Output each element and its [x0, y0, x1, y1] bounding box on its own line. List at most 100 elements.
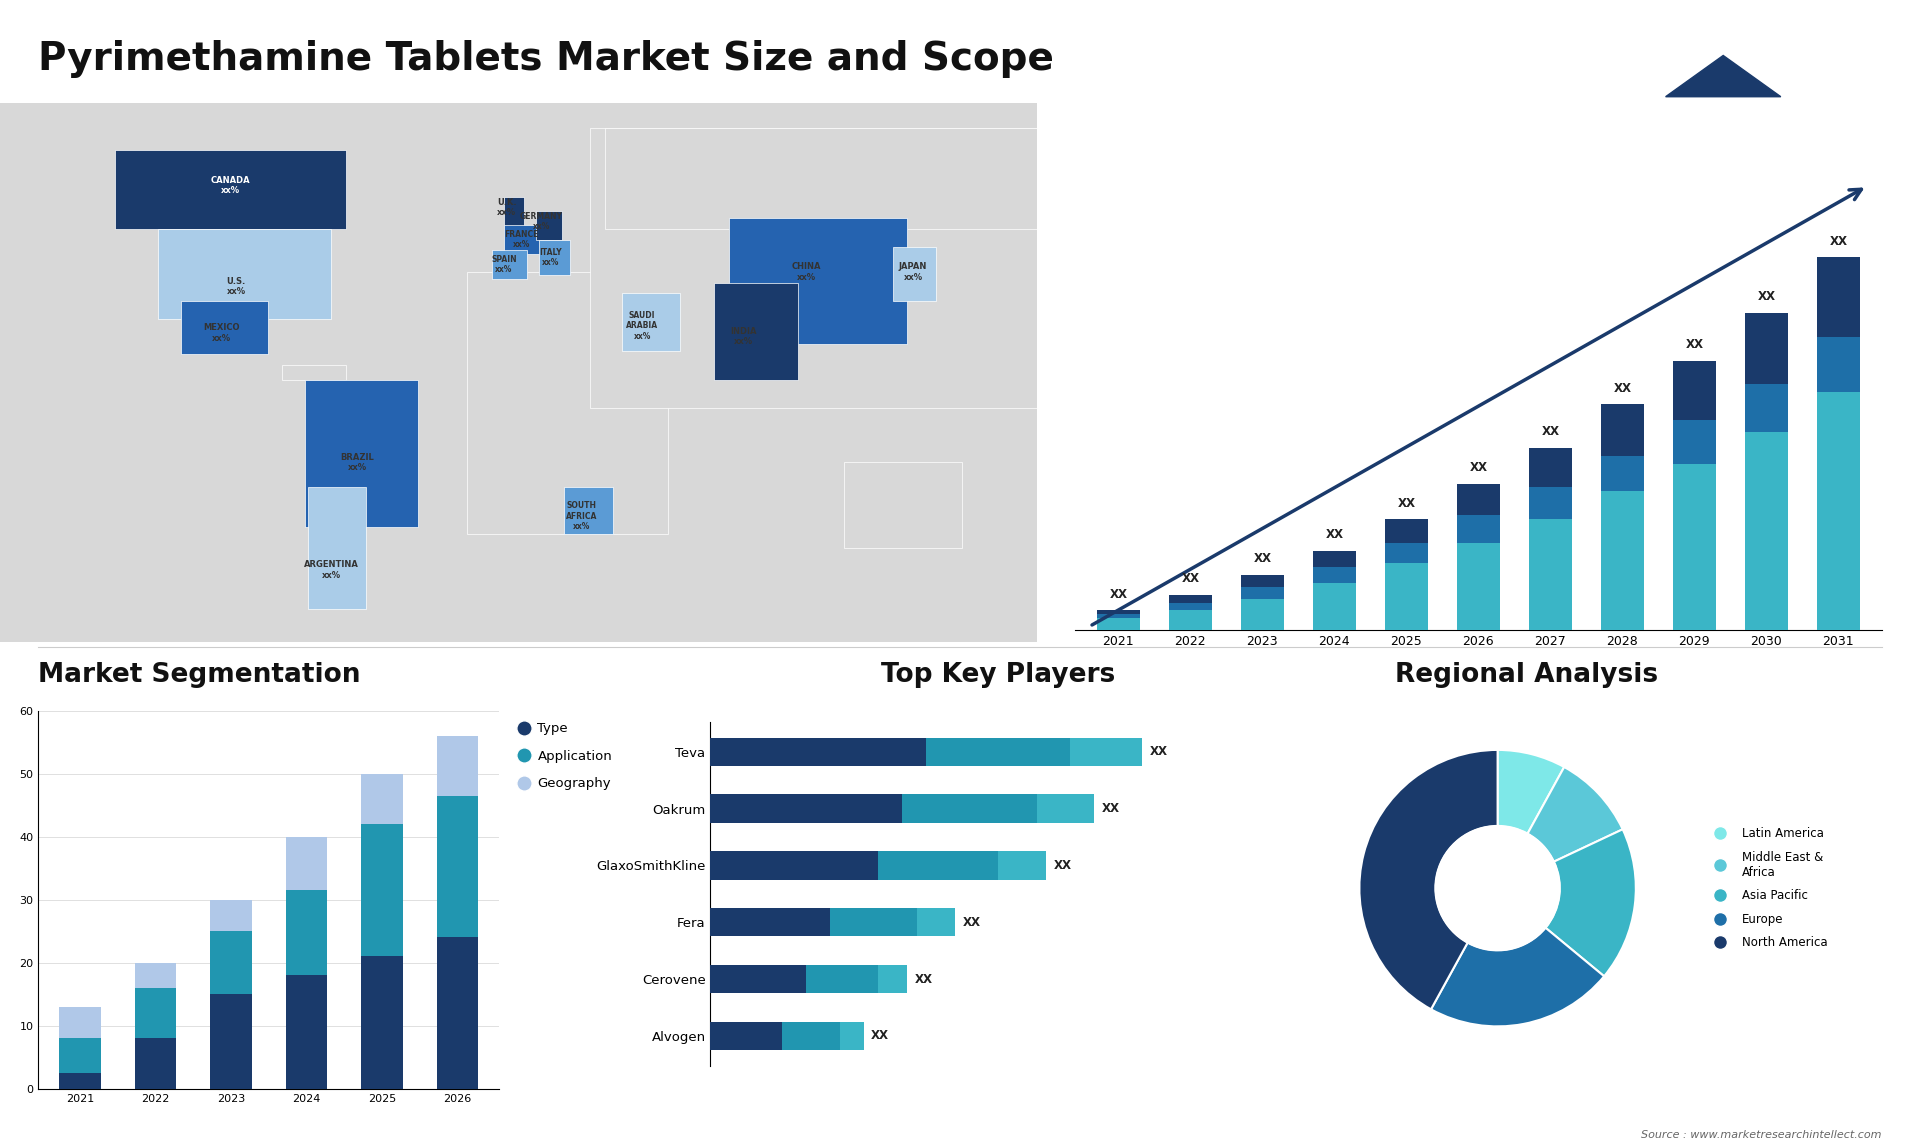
- Bar: [877, 965, 906, 994]
- Text: Market Segmentation: Market Segmentation: [38, 661, 361, 688]
- Bar: [286, 890, 326, 975]
- Bar: [1069, 738, 1142, 766]
- Bar: [211, 900, 252, 931]
- Bar: [877, 851, 998, 880]
- Bar: [436, 937, 478, 1089]
- Bar: [1313, 582, 1356, 630]
- Text: XX: XX: [1102, 802, 1119, 815]
- Bar: [361, 774, 403, 824]
- Bar: [60, 1038, 102, 1073]
- Polygon shape: [282, 366, 346, 379]
- Text: XX: XX: [872, 1029, 889, 1043]
- Bar: [710, 1022, 783, 1050]
- Bar: [1745, 313, 1788, 384]
- Polygon shape: [591, 128, 1037, 408]
- Text: XX: XX: [1325, 528, 1344, 541]
- Bar: [134, 988, 177, 1038]
- Bar: [1384, 543, 1428, 563]
- Bar: [1816, 258, 1860, 337]
- Polygon shape: [305, 379, 419, 527]
- Text: Regional Analysis: Regional Analysis: [1394, 661, 1659, 688]
- Polygon shape: [505, 226, 541, 254]
- Bar: [1096, 611, 1140, 614]
- Bar: [134, 963, 177, 988]
- Bar: [783, 1022, 841, 1050]
- Bar: [436, 795, 478, 937]
- Wedge shape: [1546, 830, 1636, 976]
- Polygon shape: [1665, 55, 1782, 96]
- Bar: [361, 956, 403, 1089]
- Bar: [1313, 567, 1356, 582]
- Text: XX: XX: [914, 973, 933, 986]
- Bar: [925, 738, 1069, 766]
- Text: GERMANY
xx%: GERMANY xx%: [520, 212, 563, 231]
- Text: XX: XX: [1054, 860, 1071, 872]
- Wedge shape: [1528, 767, 1622, 862]
- Bar: [361, 824, 403, 956]
- Polygon shape: [730, 218, 908, 344]
- Text: XX: XX: [1469, 461, 1488, 474]
- Text: U.K.
xx%: U.K. xx%: [497, 197, 516, 217]
- Text: Pyrimethamine Tablets Market Size and Scope: Pyrimethamine Tablets Market Size and Sc…: [38, 40, 1054, 78]
- Text: MEXICO
xx%: MEXICO xx%: [204, 323, 240, 343]
- Bar: [1240, 587, 1284, 598]
- Polygon shape: [307, 487, 367, 610]
- Text: XX: XX: [1757, 290, 1776, 304]
- Text: INTELLECT: INTELLECT: [1707, 134, 1768, 144]
- Bar: [436, 736, 478, 795]
- Bar: [1745, 432, 1788, 630]
- Polygon shape: [564, 487, 614, 534]
- Polygon shape: [538, 240, 570, 275]
- Bar: [1169, 603, 1212, 611]
- Bar: [1672, 421, 1716, 464]
- Bar: [1601, 456, 1644, 492]
- Text: JAPAN
xx%: JAPAN xx%: [899, 262, 927, 282]
- Text: XX: XX: [1830, 235, 1847, 248]
- Text: XX: XX: [1181, 572, 1200, 586]
- Bar: [286, 975, 326, 1089]
- Bar: [829, 908, 918, 936]
- Polygon shape: [467, 272, 668, 534]
- Text: CHINA
xx%: CHINA xx%: [791, 262, 822, 282]
- Wedge shape: [1498, 749, 1565, 833]
- Bar: [1672, 464, 1716, 630]
- Circle shape: [1436, 826, 1559, 950]
- Polygon shape: [622, 293, 680, 351]
- Polygon shape: [1636, 37, 1809, 96]
- Bar: [710, 851, 877, 880]
- Wedge shape: [1359, 749, 1498, 1010]
- Bar: [1096, 614, 1140, 619]
- Text: XX: XX: [1686, 338, 1703, 351]
- Polygon shape: [115, 150, 346, 229]
- Polygon shape: [845, 462, 962, 549]
- Text: FRANCE
xx%: FRANCE xx%: [505, 230, 538, 250]
- Bar: [1457, 543, 1500, 630]
- Bar: [902, 794, 1037, 823]
- Bar: [998, 851, 1046, 880]
- Bar: [211, 994, 252, 1089]
- Bar: [1096, 619, 1140, 630]
- Bar: [1816, 337, 1860, 392]
- Legend: Type, Application, Geography: Type, Application, Geography: [515, 717, 618, 795]
- Bar: [1313, 551, 1356, 567]
- Bar: [211, 931, 252, 994]
- Bar: [806, 965, 877, 994]
- Bar: [1528, 487, 1572, 519]
- Bar: [1169, 595, 1212, 603]
- Text: Source : www.marketresearchintellect.com: Source : www.marketresearchintellect.com: [1642, 1130, 1882, 1140]
- Bar: [918, 908, 954, 936]
- Bar: [710, 965, 806, 994]
- Polygon shape: [180, 300, 269, 354]
- Polygon shape: [157, 229, 332, 319]
- Polygon shape: [505, 196, 524, 229]
- Wedge shape: [1430, 928, 1603, 1027]
- Bar: [1384, 563, 1428, 630]
- Text: RESEARCH: RESEARCH: [1707, 120, 1768, 131]
- Text: XX: XX: [1398, 496, 1415, 510]
- Polygon shape: [605, 128, 1037, 229]
- Bar: [1457, 516, 1500, 543]
- Legend: Latin America, Middle East &
Africa, Asia Pacific, Europe, North America: Latin America, Middle East & Africa, Asi…: [1703, 822, 1832, 955]
- Text: XX: XX: [1613, 382, 1632, 394]
- Bar: [60, 1073, 102, 1089]
- Polygon shape: [493, 250, 526, 280]
